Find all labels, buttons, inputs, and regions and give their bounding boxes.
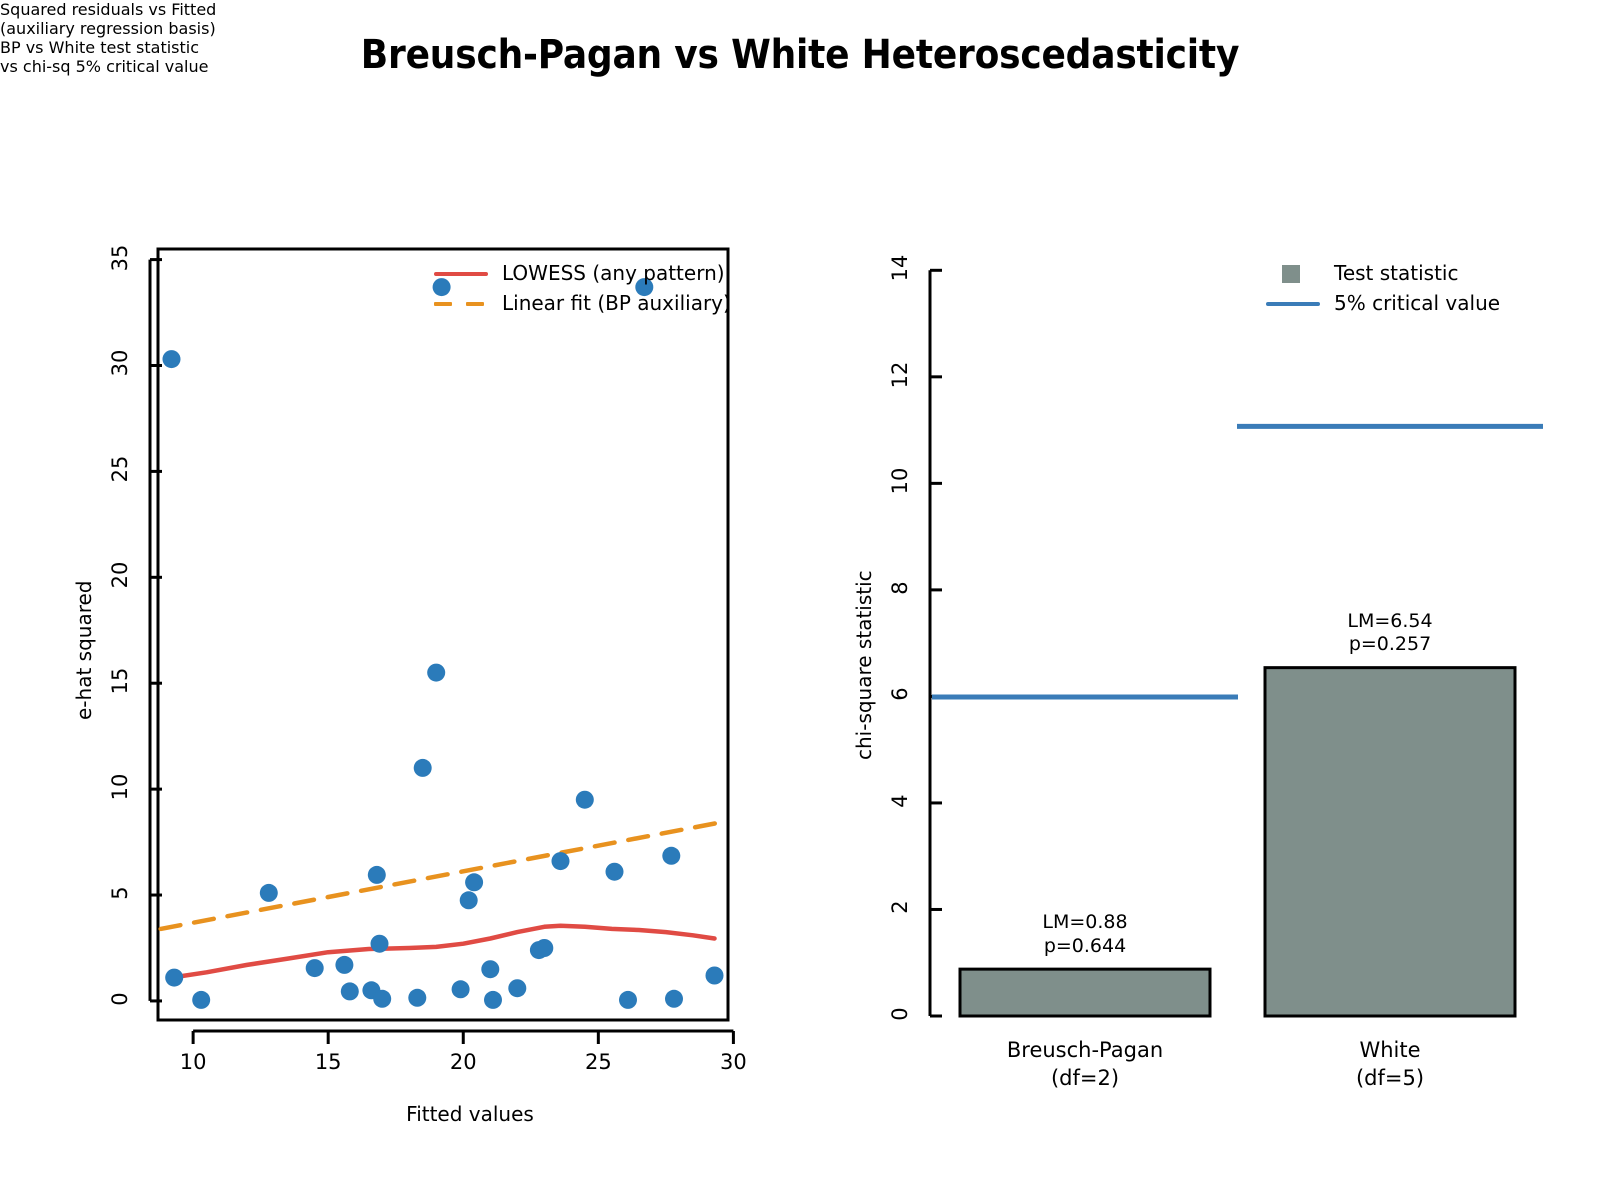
left-panel-title-line1: Squared residuals vs Fitted [0, 0, 217, 19]
bar-category-label: White (df=5) [1355, 1038, 1425, 1091]
right-y-tick: 12 [888, 361, 912, 389]
left-panel-legend: LOWESS (any pattern) Linear fit (BP auxil… [430, 258, 731, 318]
scatter-point [413, 758, 432, 777]
scatter-point [367, 865, 386, 884]
left-legend-row: LOWESS (any pattern) [430, 258, 731, 288]
legend-solid-line-icon [430, 263, 492, 283]
scatter-point [705, 966, 724, 985]
scatter-point [408, 988, 427, 1007]
left-x-tick: 30 [720, 1050, 747, 1074]
scatter-point [635, 278, 654, 297]
right-y-tick: 14 [888, 254, 912, 282]
left-legend-label: LOWESS (any pattern) [502, 261, 725, 285]
bar-category-label: Breusch-Pagan (df=2) [1006, 1038, 1164, 1091]
scatter-point [165, 968, 184, 987]
left-x-tick: 20 [449, 1050, 477, 1074]
scatter-point [192, 990, 211, 1009]
scatter-point [619, 990, 637, 1009]
bar-0 [958, 967, 1212, 1018]
left-x-tick: 10 [179, 1050, 207, 1074]
scatter-point [259, 883, 278, 902]
scatter-point [305, 959, 324, 978]
left-x-axis-label: Fitted values [406, 1102, 534, 1126]
right-panel-legend: Test statistic 5% critical value [1262, 258, 1500, 318]
right-y-tick: 2 [888, 900, 912, 915]
left-panel-title: Squared residuals vs Fitted (auxiliary r… [0, 0, 700, 38]
right-panel-title-line1: BP vs White test statistic [0, 38, 200, 57]
scatter-point [370, 934, 389, 953]
figure-title: Breusch-Pagan vs White Heteroscedasticit… [360, 32, 1240, 78]
right-legend-row: 5% critical value [1262, 288, 1500, 318]
scatter-point [481, 960, 500, 979]
bar-annotation: LM=0.88 p=0.644 [1042, 911, 1128, 957]
scatter-point [535, 939, 554, 957]
legend-solid-line-icon [1262, 293, 1324, 313]
left-x-tick: 25 [584, 1050, 612, 1074]
scatter-point [459, 891, 478, 910]
scatter-point [605, 862, 624, 881]
right-panel-title: BP vs White test statistic vs chi-sq 5% … [0, 38, 700, 76]
left-plot-frame [156, 247, 730, 1022]
left-panel-title-line2: (auxiliary regression basis) [0, 19, 216, 38]
right-y-tick: 6 [888, 687, 912, 702]
legend-square-icon [1262, 263, 1324, 283]
series-linear-fit [158, 819, 725, 932]
right-legend-label: 5% critical value [1334, 291, 1501, 315]
scatter-point [335, 955, 354, 974]
scatter-point [162, 350, 181, 369]
right-y-tick: 4 [888, 794, 912, 808]
right-y-tick: 10 [888, 468, 912, 495]
scatter-point [465, 873, 484, 892]
scatter-point [551, 852, 570, 871]
left-legend-row: Linear fit (BP auxiliary) [430, 288, 731, 318]
legend-dashed-line-icon [430, 293, 492, 313]
bar-1 [1263, 666, 1517, 1018]
right-y-tick: 0 [888, 1007, 912, 1021]
scatter-point [575, 790, 594, 809]
left-x-tick: 15 [314, 1050, 342, 1074]
scatter-point [340, 982, 359, 1001]
right-panel-title-line2: vs chi-sq 5% critical value [0, 57, 209, 76]
scatter-point [451, 980, 470, 999]
scatter-point [484, 990, 502, 1009]
bar-annotation: LM=6.54 p=0.257 [1347, 609, 1433, 656]
scatter-point [373, 989, 392, 1008]
right-legend-label: Test statistic [1334, 261, 1459, 285]
scatter-point [427, 663, 446, 682]
right-y-tick: 8 [888, 581, 912, 595]
left-legend-label: Linear fit (BP auxiliary) [502, 291, 731, 315]
scatter-point [508, 979, 527, 998]
scatter-point [432, 278, 451, 297]
scatter-point [665, 989, 683, 1008]
right-legend-row: Test statistic [1262, 258, 1500, 288]
series-lowess [169, 923, 717, 980]
scatter-point [662, 846, 681, 865]
